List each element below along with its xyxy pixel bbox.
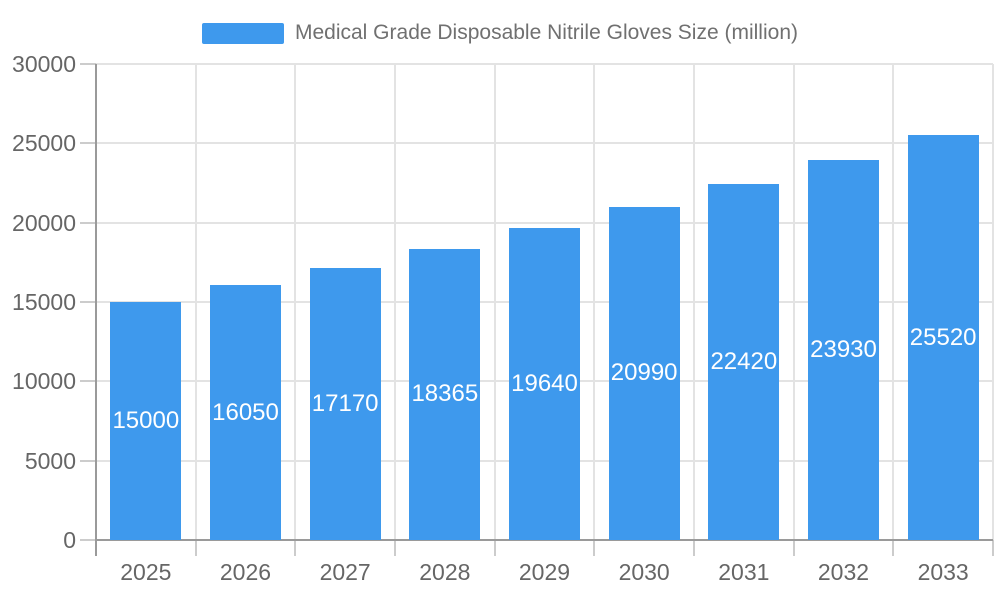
gridline-horizontal <box>96 142 993 145</box>
y-axis-label: 5000 <box>24 447 76 474</box>
bar-2032[interactable] <box>808 160 879 540</box>
x-axis-tick <box>294 540 297 556</box>
bar-2033[interactable] <box>907 135 979 540</box>
bar-2027[interactable] <box>309 267 381 540</box>
y-axis-label: 15000 <box>12 289 76 315</box>
y-axis-tick <box>80 142 96 145</box>
x-axis-label-2028: 2028 <box>419 559 471 585</box>
y-axis-tick <box>80 301 96 303</box>
y-axis-line <box>95 64 97 556</box>
x-axis-line <box>96 539 993 541</box>
gridline-vertical <box>194 64 197 540</box>
gridline-horizontal <box>96 63 993 65</box>
y-axis-label: 0 <box>63 527 76 553</box>
y-axis-label: 10000 <box>12 368 76 395</box>
gridline-vertical <box>892 64 895 540</box>
bar-2025[interactable] <box>110 302 182 540</box>
x-axis-label-2027: 2027 <box>319 559 371 585</box>
gridline-vertical <box>394 64 396 540</box>
bar-2028[interactable] <box>409 248 481 540</box>
y-axis-tick <box>80 459 96 462</box>
x-axis-tick <box>194 540 197 556</box>
legend[interactable]: Medical Grade Disposable Nitrile Gloves … <box>0 19 1000 47</box>
y-axis-label: 30000 <box>12 51 76 77</box>
y-axis-tick <box>80 539 96 541</box>
x-axis-label-2033: 2033 <box>917 559 969 585</box>
x-axis-label-2025: 2025 <box>120 559 172 585</box>
x-axis-tick <box>992 540 994 556</box>
y-axis-tick <box>80 221 96 224</box>
x-axis-label-2029: 2029 <box>518 559 571 585</box>
y-axis-tick <box>80 380 96 383</box>
y-axis-label: 25000 <box>12 130 76 157</box>
bar-2026[interactable] <box>210 285 281 540</box>
legend-label: Medical Grade Disposable Nitrile Gloves … <box>294 21 798 44</box>
x-axis-label-2031: 2031 <box>718 559 770 585</box>
x-axis-tick <box>693 540 695 556</box>
gridline-vertical <box>992 64 994 540</box>
legend-swatch-icon <box>201 22 284 44</box>
gridline-vertical <box>693 64 695 540</box>
x-axis-tick <box>394 540 396 556</box>
y-axis-tick <box>80 63 96 65</box>
gridline-vertical <box>493 64 496 540</box>
x-axis-tick <box>792 540 795 556</box>
y-axis-label: 20000 <box>12 209 76 236</box>
gridline-vertical <box>294 64 297 540</box>
x-axis-tick <box>593 540 596 556</box>
bar-2031[interactable] <box>708 184 780 540</box>
bar-2030[interactable] <box>608 206 680 540</box>
bar-2029[interactable] <box>509 228 580 540</box>
gridline-vertical <box>792 64 795 540</box>
x-axis-label-2026: 2026 <box>219 559 272 585</box>
gridline-vertical <box>593 64 596 540</box>
x-axis-label-2032: 2032 <box>817 559 870 585</box>
x-axis-tick <box>892 540 895 556</box>
gridline-horizontal <box>96 221 993 224</box>
x-axis-tick <box>493 540 496 556</box>
x-axis-label-2030: 2030 <box>618 559 670 585</box>
